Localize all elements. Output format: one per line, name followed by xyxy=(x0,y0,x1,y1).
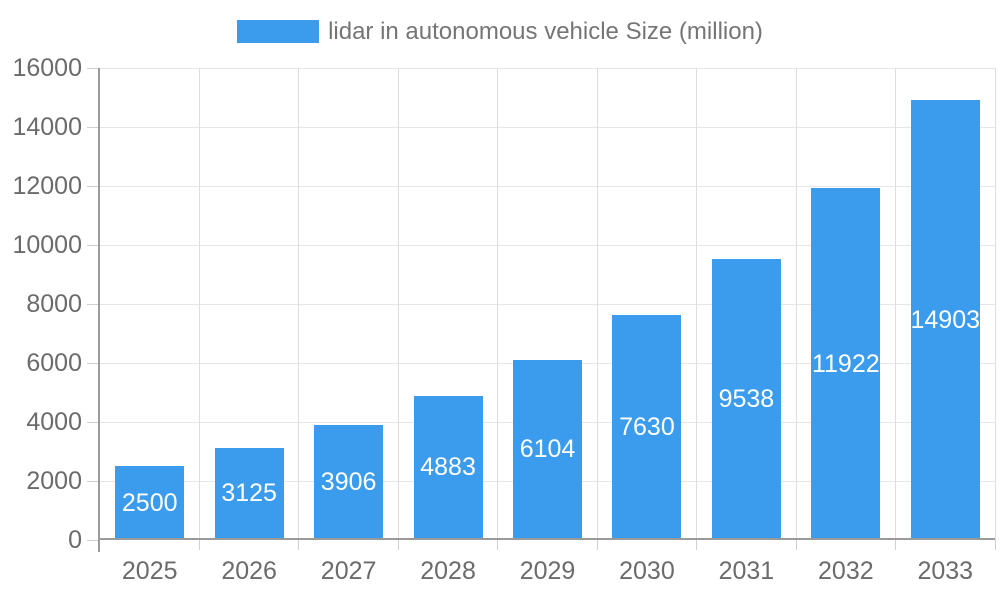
y-tick-mark xyxy=(87,362,98,364)
bar-value-label: 4883 xyxy=(420,453,476,482)
y-tick-mark xyxy=(87,67,98,69)
y-tick-mark xyxy=(87,480,98,482)
bar-value-label: 14903 xyxy=(910,305,981,334)
x-grid-line xyxy=(596,68,598,540)
bar-value-label: 3125 xyxy=(221,479,277,508)
x-axis-line xyxy=(100,538,995,540)
legend-item[interactable]: lidar in autonomous vehicle Size (millio… xyxy=(0,18,1000,45)
x-tick-label: 2032 xyxy=(818,557,874,585)
x-tick-label: 2026 xyxy=(221,557,277,585)
y-tick-label: 16000 xyxy=(12,54,82,82)
x-tick-mark xyxy=(596,540,598,550)
x-tick-label: 2033 xyxy=(917,557,974,585)
plot-area: 0 2000 4000 6000 8000 10000 12000 14000 16000 25… xyxy=(12,54,996,585)
bar-value-label: 7630 xyxy=(619,412,675,441)
bar: 9538 xyxy=(711,258,781,540)
x-tick-mark xyxy=(994,540,996,550)
y-tick-label: 10000 xyxy=(12,231,82,259)
x-tick-label: 2029 xyxy=(519,557,576,585)
y-tick-label: 6000 xyxy=(26,349,82,377)
y-grid-line xyxy=(100,67,995,69)
y-tick-mark xyxy=(87,421,98,423)
y-tick-label: 12000 xyxy=(12,172,82,200)
y-tick-mark xyxy=(87,126,98,128)
x-grid-line xyxy=(696,68,698,540)
bar: 4883 xyxy=(413,395,483,540)
x-tick-mark xyxy=(795,540,797,550)
x-tick-label: 2025 xyxy=(121,557,178,585)
y-grid-line xyxy=(100,185,995,187)
y-tick-label: 14000 xyxy=(12,113,82,141)
bar: 3125 xyxy=(214,447,284,540)
y-tick-label: 8000 xyxy=(26,290,82,318)
x-grid-line xyxy=(795,68,797,540)
y-tick-mark xyxy=(87,244,98,246)
y-tick-mark xyxy=(87,303,98,305)
y-grid-line xyxy=(100,126,995,128)
bar: 3906 xyxy=(314,424,384,540)
x-tick-mark xyxy=(895,540,897,550)
x-tick-label: 2028 xyxy=(420,557,476,585)
y-grid-line xyxy=(100,244,995,246)
x-grid-line xyxy=(298,68,300,540)
x-tick-label: 2030 xyxy=(619,557,675,585)
x-grid-line xyxy=(994,68,996,540)
bar: 14903 xyxy=(911,100,980,540)
legend-swatch xyxy=(237,20,320,43)
bar-value-label: 3906 xyxy=(320,467,377,496)
x-tick-label: 2027 xyxy=(320,557,377,585)
bar-value-label: 6104 xyxy=(519,435,576,464)
x-tick-mark xyxy=(298,540,300,550)
bar: 11922 xyxy=(811,188,881,540)
bar: 7630 xyxy=(612,314,682,540)
x-grid-line xyxy=(895,68,897,540)
x-tick-mark xyxy=(198,540,200,550)
y-tick-mark xyxy=(87,185,98,187)
x-grid-line xyxy=(497,68,499,540)
bar-value-label: 9538 xyxy=(718,384,775,413)
bar: 6104 xyxy=(513,359,582,540)
bar: 2500 xyxy=(115,466,185,540)
x-grid-line xyxy=(198,68,200,540)
x-tick-mark xyxy=(497,540,499,550)
bar-value-label: 11922 xyxy=(811,349,880,378)
y-tick-mark xyxy=(87,539,98,541)
y-tick-label: 0 xyxy=(68,526,82,554)
x-tick-mark xyxy=(696,540,698,550)
bar-value-label: 2500 xyxy=(121,488,178,517)
y-tick-label: 2000 xyxy=(26,467,82,495)
x-tick-mark xyxy=(397,540,399,550)
y-axis-line xyxy=(98,68,100,552)
y-grid-line xyxy=(100,303,995,305)
legend-label: lidar in autonomous vehicle Size (millio… xyxy=(328,18,763,45)
x-tick-label: 2031 xyxy=(718,557,775,585)
x-grid-line xyxy=(397,68,399,540)
y-tick-label: 4000 xyxy=(26,408,82,436)
